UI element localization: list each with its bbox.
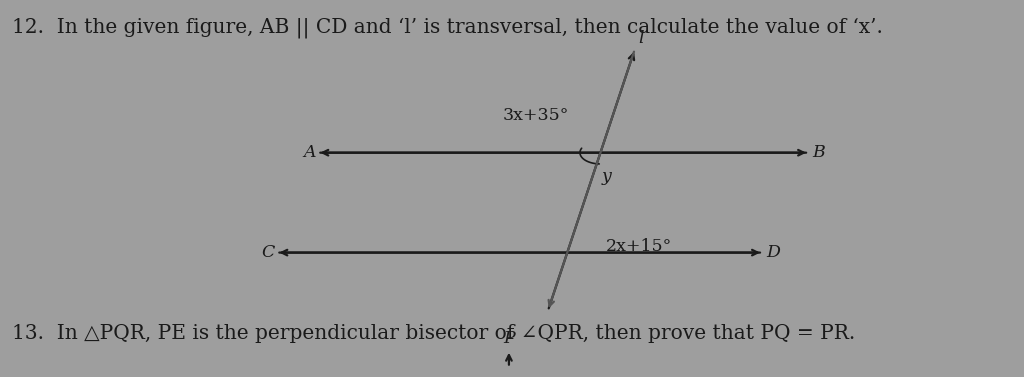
Text: 3x+35°: 3x+35° — [503, 107, 569, 124]
Text: D: D — [766, 244, 780, 261]
Text: C: C — [261, 244, 274, 261]
Text: B: B — [812, 144, 824, 161]
Text: 2x+15°: 2x+15° — [606, 238, 673, 254]
Text: A: A — [303, 144, 315, 161]
Text: y: y — [602, 168, 612, 185]
Text: P: P — [503, 330, 515, 347]
Text: 13.  In △PQR, PE is the perpendicular bisector of ∠QPR, then prove that PQ = PR.: 13. In △PQR, PE is the perpendicular bis… — [12, 324, 855, 343]
Text: 12.  In the given figure, AB || CD and ‘l’ is transversal, then calculate the va: 12. In the given figure, AB || CD and ‘l… — [12, 17, 883, 38]
Text: l: l — [638, 30, 643, 47]
